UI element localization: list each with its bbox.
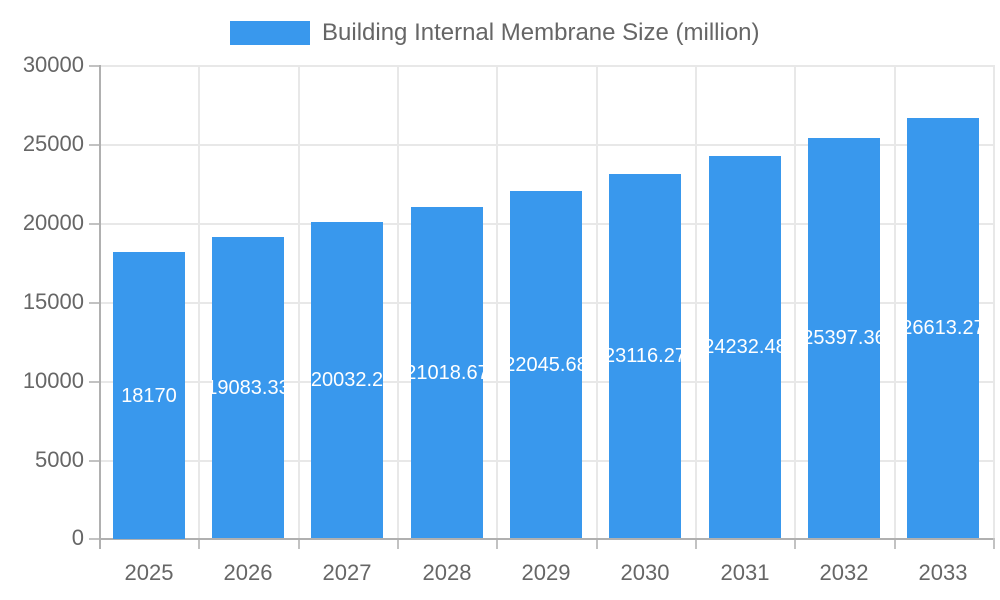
y-tick-30000: [89, 65, 99, 67]
gridline-x-5: [596, 65, 598, 539]
gridline-x-6: [695, 65, 697, 539]
x-tick-3: [397, 538, 399, 549]
x-tick-7: [794, 538, 796, 549]
bar-2033[interactable]: 26613.27: [907, 118, 979, 538]
bar-2032[interactable]: 25397.36: [808, 138, 880, 538]
x-tick-label-2027: 2027: [322, 560, 372, 585]
y-tick-10000: [89, 381, 99, 383]
gridline-y-25000: [99, 144, 993, 146]
bar-value-label: 25397.36: [808, 327, 880, 349]
y-tick-label: 20000: [22, 210, 84, 235]
x-tick-label-2028: 2028: [422, 560, 472, 585]
bar-value-label: 19083.33: [212, 376, 284, 399]
bar-value-label: 23116.27: [609, 345, 681, 367]
x-tick-6: [695, 538, 697, 549]
x-tick-label-2030: 2030: [620, 560, 670, 585]
gridline-x-3: [397, 65, 399, 539]
bar-2031[interactable]: 24232.48: [709, 156, 781, 538]
y-tick-label: 5000: [35, 447, 84, 472]
bar-2029[interactable]: 22045.68: [510, 191, 582, 538]
x-tick-2: [298, 538, 300, 549]
bar-value-label: 24232.48: [709, 336, 781, 358]
gridline-x-1: [198, 65, 200, 539]
gridline-x-8: [894, 65, 896, 539]
x-axis-line: [99, 538, 993, 540]
legend-item[interactable]: Building Internal Membrane Size (million…: [230, 19, 760, 46]
x-tick-label-2032: 2032: [819, 560, 869, 585]
bar-2030[interactable]: 23116.27: [609, 174, 681, 538]
y-tick-label: 0: [71, 525, 84, 550]
x-tick-label-2029: 2029: [521, 560, 571, 585]
x-tick-9: [993, 538, 995, 549]
bar-value-label: 18170: [121, 384, 177, 407]
bar-value-label: 26613.27: [907, 317, 979, 339]
bar-2027[interactable]: 20032.2: [311, 222, 383, 538]
gridline-x-9: [993, 65, 995, 539]
bar-2026[interactable]: 19083.33: [212, 237, 284, 538]
y-tick-label: 10000: [22, 368, 84, 393]
legend-label: Building Internal Membrane Size (million…: [322, 19, 760, 46]
x-tick-label-2031: 2031: [720, 560, 770, 585]
x-tick-8: [894, 538, 896, 549]
y-tick-label: 15000: [22, 289, 84, 314]
x-tick-label-2025: 2025: [124, 560, 174, 585]
gridline-x-4: [496, 65, 498, 539]
bar-2025[interactable]: 18170: [113, 252, 185, 539]
x-tick-label-2033: 2033: [918, 560, 968, 585]
gridline-x-2: [298, 65, 300, 539]
legend-color-swatch: [230, 21, 310, 45]
gridline-x-7: [794, 65, 796, 539]
x-tick-1: [198, 538, 200, 549]
x-tick-5: [596, 538, 598, 549]
y-tick-0: [89, 538, 99, 540]
gridline-y-30000: [99, 65, 993, 67]
y-tick-5000: [89, 460, 99, 462]
bar-value-label: 20032.2: [311, 369, 383, 391]
y-tick-15000: [89, 302, 99, 304]
x-tick-label-2026: 2026: [223, 560, 273, 585]
y-tick-label: 25000: [22, 131, 84, 156]
y-axis-line: [99, 65, 101, 549]
y-tick-20000: [89, 223, 99, 225]
x-tick-4: [496, 538, 498, 549]
y-tick-25000: [89, 144, 99, 146]
bar-value-label: 22045.68: [510, 353, 582, 376]
y-tick-label: 30000: [22, 52, 84, 77]
